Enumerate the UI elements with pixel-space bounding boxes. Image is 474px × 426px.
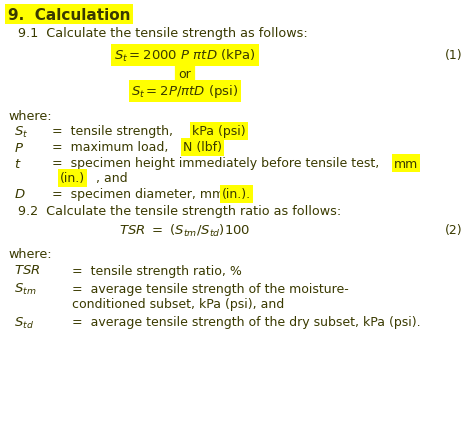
Text: 9.1  Calculate the tensile strength as follows:: 9.1 Calculate the tensile strength as fo… bbox=[18, 27, 308, 40]
Text: (1): (1) bbox=[445, 49, 463, 62]
Text: $S_t$: $S_t$ bbox=[14, 124, 28, 139]
Text: $P$: $P$ bbox=[14, 141, 24, 154]
Text: =  maximum load,: = maximum load, bbox=[52, 141, 173, 154]
Text: or: or bbox=[179, 67, 191, 81]
Text: $TSR\ =\ (S_{tm}/S_{td})100$: $TSR\ =\ (S_{tm}/S_{td})100$ bbox=[119, 222, 251, 239]
Text: (in.): (in.) bbox=[60, 172, 85, 185]
Text: kPa (psi): kPa (psi) bbox=[192, 125, 246, 138]
Text: 9.2  Calculate the tensile strength ratio as follows:: 9.2 Calculate the tensile strength ratio… bbox=[18, 205, 341, 218]
Text: $t$: $t$ bbox=[14, 157, 22, 170]
Text: where:: where: bbox=[8, 248, 52, 261]
Text: $S_{tm}$: $S_{tm}$ bbox=[14, 281, 36, 296]
Text: where:: where: bbox=[8, 109, 52, 122]
Text: $D$: $D$ bbox=[14, 188, 26, 201]
Text: $S_{td}$: $S_{td}$ bbox=[14, 315, 34, 330]
Text: $TSR$: $TSR$ bbox=[14, 264, 40, 277]
Text: =  specimen diameter, mm: = specimen diameter, mm bbox=[52, 188, 228, 201]
Text: conditioned subset, kPa (psi), and: conditioned subset, kPa (psi), and bbox=[72, 298, 284, 311]
Text: 9.  Calculation: 9. Calculation bbox=[8, 8, 130, 23]
Text: N (lbf): N (lbf) bbox=[183, 141, 222, 154]
Text: (2): (2) bbox=[445, 224, 463, 237]
Text: =  average tensile strength of the dry subset, kPa (psi).: = average tensile strength of the dry su… bbox=[72, 316, 420, 329]
Text: mm: mm bbox=[394, 157, 418, 170]
Text: , and: , and bbox=[96, 172, 128, 185]
Text: =  average tensile strength of the moisture-: = average tensile strength of the moistu… bbox=[72, 282, 349, 295]
Text: $S_t = 2P/\pi tD\ \mathrm{(psi)}$: $S_t = 2P/\pi tD\ \mathrm{(psi)}$ bbox=[131, 83, 239, 100]
Text: =  tensile strength ratio, %: = tensile strength ratio, % bbox=[72, 264, 242, 277]
Text: (in.).: (in.). bbox=[222, 188, 251, 201]
Text: =  specimen height immediately before tensile test,: = specimen height immediately before ten… bbox=[52, 157, 383, 170]
Text: $S_t = 2000\ P\ \pi tD\ \mathrm{(kPa)}$: $S_t = 2000\ P\ \pi tD\ \mathrm{(kPa)}$ bbox=[114, 48, 256, 64]
Text: =  tensile strength,: = tensile strength, bbox=[52, 125, 177, 138]
